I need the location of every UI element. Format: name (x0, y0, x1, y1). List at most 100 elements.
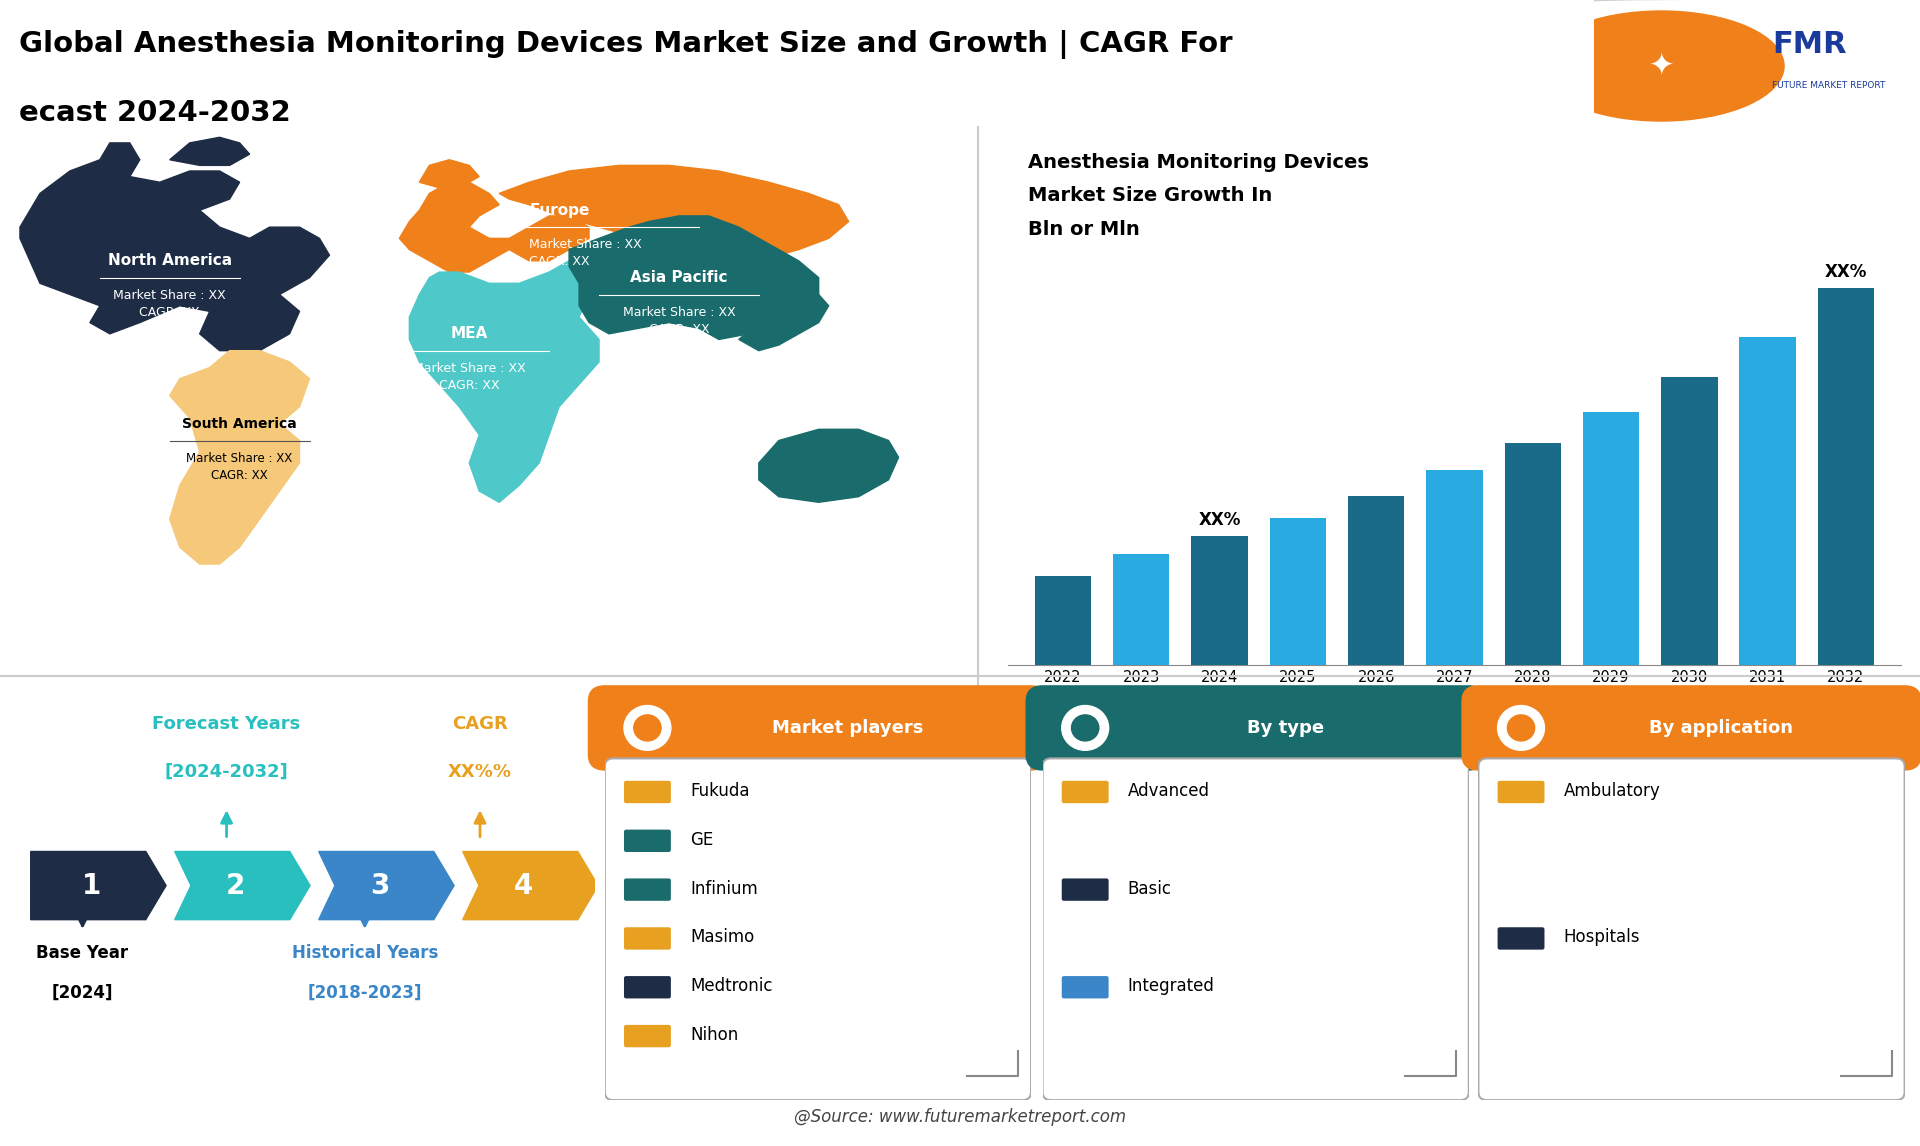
Text: Advanced: Advanced (1127, 782, 1210, 800)
Text: @Source: www.futuremarketreport.com: @Source: www.futuremarketreport.com (795, 1108, 1125, 1127)
Text: FUTURE MARKET REPORT: FUTURE MARKET REPORT (1772, 80, 1885, 89)
Text: Market Share : XX: Market Share : XX (530, 238, 641, 251)
Text: CAGR: XX: CAGR: XX (140, 306, 200, 319)
Text: ecast 2024-2032: ecast 2024-2032 (19, 99, 292, 127)
Polygon shape (169, 351, 309, 564)
Text: North America: North America (108, 253, 232, 268)
Text: CAGR: XX: CAGR: XX (530, 256, 589, 268)
Circle shape (1498, 706, 1544, 751)
FancyBboxPatch shape (605, 759, 1031, 1100)
FancyBboxPatch shape (1025, 685, 1486, 770)
Text: Market Share : XX: Market Share : XX (413, 362, 526, 375)
Text: 4: 4 (515, 872, 534, 900)
Text: MEA: MEA (451, 327, 488, 342)
Text: Bln or Mln: Bln or Mln (1027, 220, 1139, 240)
Bar (1427, 470, 1482, 665)
FancyBboxPatch shape (588, 685, 1048, 770)
Text: Global Anesthesia Monitoring Devices Market Size and Growth | CAGR For: Global Anesthesia Monitoring Devices Mar… (19, 30, 1233, 60)
Text: Basic: Basic (1127, 880, 1171, 897)
Bar (1582, 413, 1640, 665)
FancyBboxPatch shape (624, 830, 670, 851)
Text: ✦: ✦ (1649, 52, 1674, 80)
Text: XX%: XX% (1198, 511, 1240, 528)
Circle shape (1538, 11, 1784, 121)
Text: Ambulatory: Ambulatory (1563, 782, 1661, 800)
Polygon shape (463, 851, 597, 919)
Text: Fukuda: Fukuda (689, 782, 749, 800)
FancyBboxPatch shape (624, 1025, 670, 1047)
Bar (1661, 377, 1718, 665)
Circle shape (1071, 715, 1098, 741)
Circle shape (634, 715, 660, 741)
Text: Masimo: Masimo (689, 928, 755, 947)
Polygon shape (19, 143, 330, 351)
Polygon shape (319, 851, 453, 919)
FancyBboxPatch shape (624, 976, 670, 998)
Bar (1190, 536, 1248, 665)
Text: Forecast Years: Forecast Years (152, 715, 301, 733)
FancyBboxPatch shape (1498, 780, 1544, 803)
Polygon shape (399, 182, 589, 272)
FancyBboxPatch shape (1062, 976, 1108, 998)
Text: 1: 1 (83, 872, 102, 900)
Text: Market Share : XX: Market Share : XX (622, 306, 735, 319)
Polygon shape (409, 261, 599, 502)
Bar (1505, 444, 1561, 665)
Text: Base Year: Base Year (36, 944, 129, 961)
Polygon shape (31, 851, 165, 919)
Text: [2024-2032]: [2024-2032] (165, 763, 288, 782)
Text: Nihon: Nihon (689, 1026, 739, 1044)
FancyBboxPatch shape (624, 879, 670, 901)
Text: CAGR: XX: CAGR: XX (440, 378, 499, 392)
Text: Anesthesia Monitoring Devices: Anesthesia Monitoring Devices (1027, 152, 1369, 172)
Bar (1348, 496, 1404, 665)
Bar (1269, 518, 1327, 665)
Text: Europe: Europe (530, 203, 589, 218)
Bar (1818, 288, 1874, 665)
Bar (1035, 576, 1091, 665)
Text: Hospitals: Hospitals (1563, 928, 1640, 947)
Polygon shape (568, 215, 818, 339)
FancyBboxPatch shape (1062, 879, 1108, 901)
Text: 2: 2 (227, 872, 246, 900)
Text: 3: 3 (371, 872, 390, 900)
Bar (1114, 554, 1169, 665)
FancyBboxPatch shape (624, 780, 670, 803)
Text: CAGR: CAGR (451, 715, 509, 733)
FancyBboxPatch shape (1062, 780, 1108, 803)
Text: Market Share : XX: Market Share : XX (186, 452, 292, 465)
Circle shape (624, 706, 670, 751)
FancyBboxPatch shape (1461, 685, 1920, 770)
Text: Market Size Growth In: Market Size Growth In (1027, 187, 1271, 205)
Text: [2024]: [2024] (52, 983, 113, 1002)
Text: XX%%: XX%% (447, 763, 513, 782)
Text: Medtronic: Medtronic (689, 978, 772, 995)
Polygon shape (739, 295, 829, 351)
Polygon shape (169, 138, 250, 165)
Polygon shape (758, 430, 899, 502)
Bar (1740, 337, 1795, 665)
Text: Market Share : XX: Market Share : XX (113, 289, 227, 301)
Text: Historical Years: Historical Years (292, 944, 438, 961)
Polygon shape (499, 165, 849, 261)
FancyBboxPatch shape (1478, 759, 1905, 1100)
Circle shape (1062, 706, 1108, 751)
Text: CAGR: XX: CAGR: XX (211, 469, 269, 481)
Text: Integrated: Integrated (1127, 978, 1215, 995)
Text: GE: GE (689, 831, 714, 849)
Text: By type: By type (1246, 719, 1325, 737)
FancyBboxPatch shape (1043, 759, 1469, 1100)
Text: South America: South America (182, 417, 298, 431)
FancyBboxPatch shape (624, 927, 670, 950)
Text: Asia Pacific: Asia Pacific (630, 270, 728, 285)
Circle shape (1507, 715, 1534, 741)
Text: Infinium: Infinium (689, 880, 758, 897)
Text: CAGR: XX: CAGR: XX (649, 323, 708, 336)
Text: FMR: FMR (1772, 30, 1847, 58)
Text: [2018-2023]: [2018-2023] (307, 983, 422, 1002)
Text: Market players: Market players (772, 719, 924, 737)
FancyBboxPatch shape (1498, 927, 1544, 950)
Text: By application: By application (1649, 719, 1793, 737)
Polygon shape (175, 851, 309, 919)
Polygon shape (419, 159, 480, 188)
